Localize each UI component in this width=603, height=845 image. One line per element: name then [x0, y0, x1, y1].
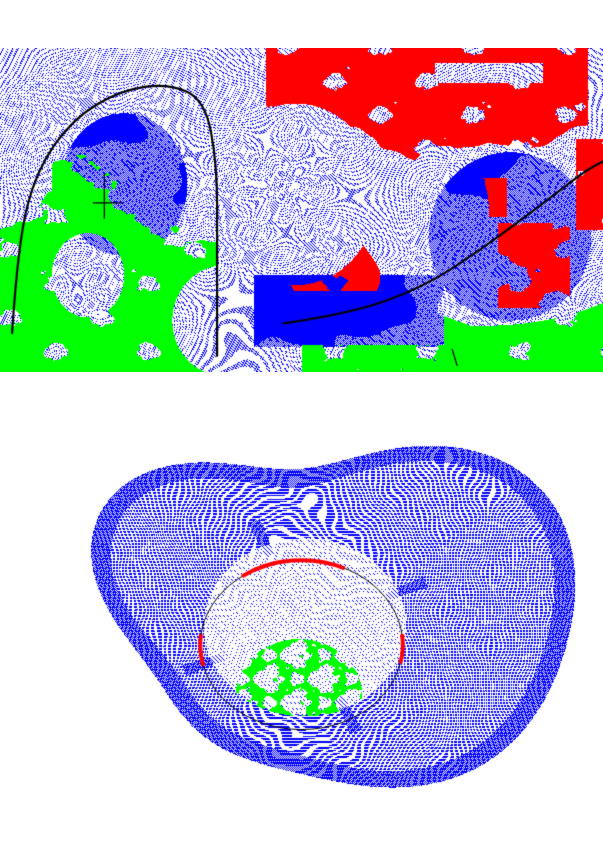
panel-polar-field-map: [0, 416, 603, 836]
rectangular-field-map-canvas: [0, 48, 603, 372]
panel-rectangular-field-map: [0, 48, 603, 372]
polar-field-map-canvas: [0, 416, 603, 836]
